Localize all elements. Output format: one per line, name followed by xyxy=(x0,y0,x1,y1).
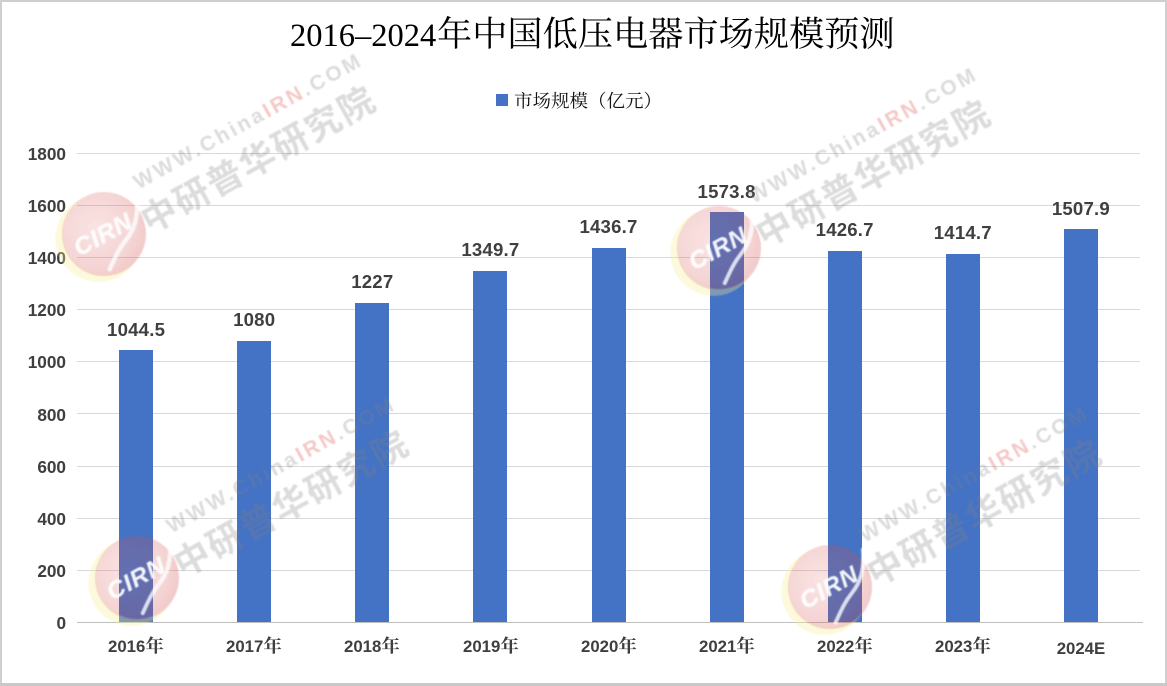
svg-text:2023: 2023 xyxy=(935,638,972,656)
svg-text:2021: 2021 xyxy=(699,638,736,656)
svg-text:2016–2024: 2016–2024 xyxy=(290,18,436,54)
svg-text:2017: 2017 xyxy=(226,638,263,656)
svg-text:2022: 2022 xyxy=(817,638,854,656)
svg-text:2016: 2016 xyxy=(108,638,145,656)
svg-text:2019: 2019 xyxy=(463,638,500,656)
svg-text:2018: 2018 xyxy=(344,638,381,656)
svg-text:2020: 2020 xyxy=(581,638,618,656)
